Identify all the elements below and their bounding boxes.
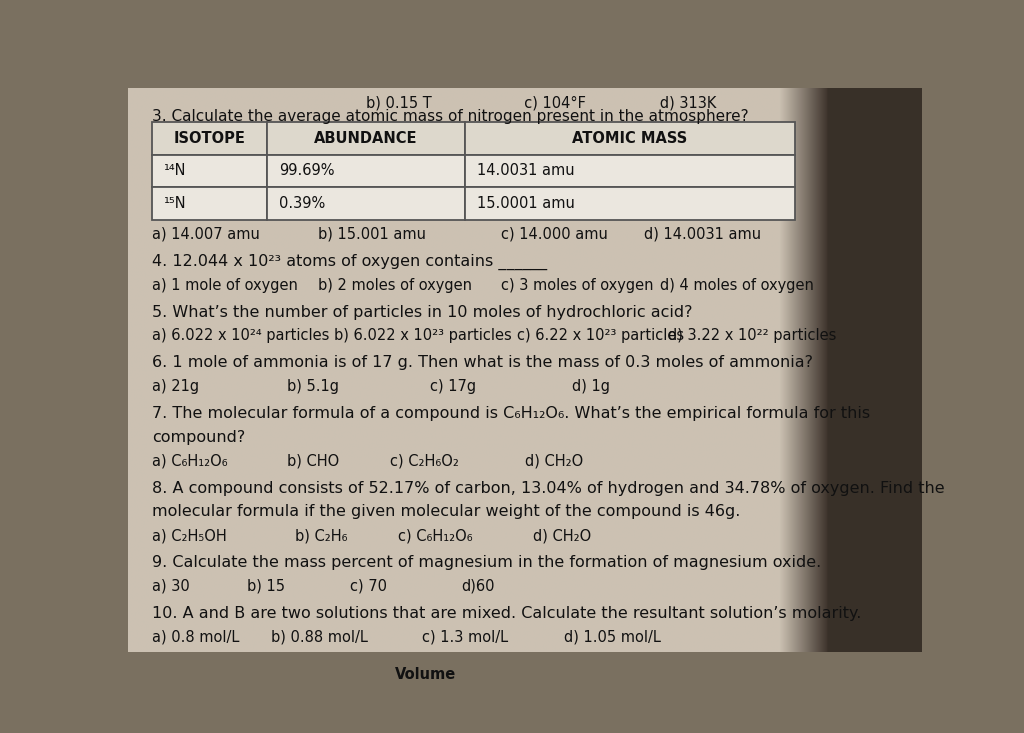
Text: b) 15.001 amu: b) 15.001 amu <box>318 226 426 242</box>
Text: c) C₂H₆O₂: c) C₂H₆O₂ <box>390 454 459 468</box>
Text: b) 0.15 T                    c) 104°F                d) 313K: b) 0.15 T c) 104°F d) 313K <box>367 95 717 110</box>
Text: d) 4 moles of oxygen: d) 4 moles of oxygen <box>659 278 814 292</box>
Text: b) 15: b) 15 <box>247 579 285 594</box>
Text: d) 14.0031 amu: d) 14.0031 amu <box>644 226 761 242</box>
Text: 14.0031 amu: 14.0031 amu <box>477 163 574 178</box>
Bar <box>465 188 795 220</box>
Text: 9. Calculate the mass percent of magnesium in the formation of magnesium oxide.: 9. Calculate the mass percent of magnesi… <box>152 556 821 570</box>
Text: a) 14.007 amu: a) 14.007 amu <box>152 226 260 242</box>
Text: a) 1 mole of oxygen: a) 1 mole of oxygen <box>152 278 298 292</box>
Text: d)60: d)60 <box>461 579 495 594</box>
Text: ABUNDANCE: ABUNDANCE <box>314 130 418 146</box>
Text: c) 1.3 mol/L: c) 1.3 mol/L <box>422 630 508 645</box>
Bar <box>465 155 795 188</box>
Bar <box>267 122 465 155</box>
Text: a) 30: a) 30 <box>152 579 189 594</box>
Text: c) C₆H₁₂O₆: c) C₆H₁₂O₆ <box>397 528 472 543</box>
Text: d) 1.05 mol/L: d) 1.05 mol/L <box>564 630 662 645</box>
Text: c) 3 moles of oxygen: c) 3 moles of oxygen <box>501 278 653 292</box>
Text: d) 1g: d) 1g <box>572 379 610 394</box>
Text: 0.39%: 0.39% <box>279 196 325 211</box>
Bar <box>152 188 267 220</box>
Text: c) 17g: c) 17g <box>430 379 476 394</box>
Text: ATOMIC MASS: ATOMIC MASS <box>572 130 687 146</box>
Text: compound?: compound? <box>152 430 245 445</box>
Text: 6. 1 mole of ammonia is of 17 g. Then what is the mass of 0.3 moles of ammonia?: 6. 1 mole of ammonia is of 17 g. Then wh… <box>152 356 813 370</box>
Text: c) 70: c) 70 <box>350 579 387 594</box>
Bar <box>152 659 255 690</box>
Text: a) C₂H₅OH: a) C₂H₅OH <box>152 528 226 543</box>
Text: d) 3.22 x 10²² particles: d) 3.22 x 10²² particles <box>668 328 836 343</box>
Text: a) 21g: a) 21g <box>152 379 199 394</box>
Text: b) 6.022 x 10²³ particles: b) 6.022 x 10²³ particles <box>334 328 512 343</box>
Text: 8. A compound consists of 52.17% of carbon, 13.04% of hydrogen and 34.78% of oxy: 8. A compound consists of 52.17% of carb… <box>152 481 944 496</box>
Text: 5. What’s the number of particles in 10 moles of hydrochloric acid?: 5. What’s the number of particles in 10 … <box>152 305 692 320</box>
Bar <box>267 155 465 188</box>
Text: b) C₂H₆: b) C₂H₆ <box>295 528 347 543</box>
Bar <box>255 659 358 690</box>
Bar <box>267 188 465 220</box>
Text: 3. Calculate the average atomic mass of nitrogen present in the atmosphere?: 3. Calculate the average atomic mass of … <box>152 108 749 124</box>
Text: 7. The molecular formula of a compound is C₆H₁₂O₆. What’s the empirical formula : 7. The molecular formula of a compound i… <box>152 406 870 421</box>
Text: 15.0001 amu: 15.0001 amu <box>477 196 575 211</box>
Text: a) 6.022 x 10²⁴ particles: a) 6.022 x 10²⁴ particles <box>152 328 329 343</box>
Text: ¹⁴N: ¹⁴N <box>164 163 186 178</box>
Text: 99.69%: 99.69% <box>279 163 334 178</box>
Text: b) 0.88 mol/L: b) 0.88 mol/L <box>270 630 368 645</box>
Text: d) CH₂O: d) CH₂O <box>524 454 583 468</box>
Text: c) 6.22 x 10²³ particles: c) 6.22 x 10²³ particles <box>517 328 684 343</box>
Text: b) 5.1g: b) 5.1g <box>287 379 339 394</box>
Text: a) C₆H₁₂O₆: a) C₆H₁₂O₆ <box>152 454 227 468</box>
Text: d) CH₂O: d) CH₂O <box>532 528 591 543</box>
Text: b) CHO: b) CHO <box>287 454 339 468</box>
Text: Volume: Volume <box>395 667 457 682</box>
Text: c) 14.000 amu: c) 14.000 amu <box>501 226 608 242</box>
Bar <box>465 122 795 155</box>
Text: a) 0.8 mol/L: a) 0.8 mol/L <box>152 630 240 645</box>
Bar <box>152 122 267 155</box>
Bar <box>152 155 267 188</box>
Text: b) 2 moles of oxygen: b) 2 moles of oxygen <box>318 278 472 292</box>
Text: molecular formula if the given molecular weight of the compound is 46g.: molecular formula if the given molecular… <box>152 504 740 520</box>
Text: ¹⁵N: ¹⁵N <box>164 196 186 211</box>
Text: ISOTOPE: ISOTOPE <box>173 130 246 146</box>
Text: 4. 12.044 x 10²³ atoms of oxygen contains ______: 4. 12.044 x 10²³ atoms of oxygen contain… <box>152 254 547 270</box>
Bar <box>358 659 494 690</box>
Text: 10. A and B are two solutions that are mixed. Calculate the resultant solution’s: 10. A and B are two solutions that are m… <box>152 606 861 621</box>
